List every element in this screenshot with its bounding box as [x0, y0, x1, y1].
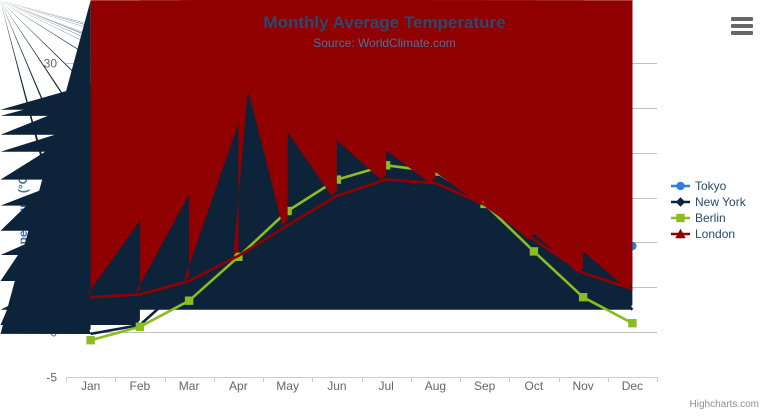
series-line-berlin	[90, 164, 634, 342]
legend-item-berlin[interactable]: Berlin	[671, 210, 746, 226]
export-menu-button[interactable]	[730, 16, 754, 36]
square-marker-icon	[184, 296, 194, 305]
legend-item-london[interactable]: London	[671, 226, 746, 242]
triangle-marker-icon	[85, 0, 298, 298]
square-marker-icon	[135, 322, 145, 331]
triangle-marker-icon	[675, 228, 686, 239]
square-marker-icon	[676, 213, 685, 223]
chart-title: Monthly Average Temperature	[263, 13, 506, 32]
legend-item-new-york[interactable]: New York	[671, 194, 746, 210]
legend-item-tokyo[interactable]: Tokyo	[671, 178, 746, 194]
triangle-marker-icon	[671, 228, 690, 239]
series-line-london	[90, 178, 633, 299]
diamond-marker-icon	[0, 0, 633, 310]
chart-subtitle: Source: WorldClimate.com	[313, 36, 456, 50]
square-marker-icon	[86, 336, 95, 345]
y-axis-tick-label: -5	[46, 371, 57, 385]
x-axis-tick-label: May	[276, 379, 299, 393]
legend-item-label: Berlin	[695, 211, 726, 225]
credits-link[interactable]: Highcharts.com	[689, 399, 759, 410]
circle-marker-icon	[676, 181, 685, 191]
x-axis-tick-label: Mar	[179, 379, 200, 393]
y-axis-tick-label: 30	[44, 57, 58, 71]
x-axis-tick-label: Jun	[327, 379, 346, 393]
circle-marker-icon	[671, 181, 690, 191]
legend-item-label: New York	[695, 195, 746, 209]
series-london[interactable]	[85, 0, 633, 299]
legend-item-label: London	[695, 227, 736, 241]
legend: Tokyo New York Berlin London	[671, 178, 746, 242]
x-axis-tick-label: Jan	[81, 379, 100, 393]
square-marker-icon	[529, 247, 539, 256]
x-axis-tick-label: Apr	[229, 379, 248, 393]
legend-item-label: Tokyo	[695, 179, 727, 193]
x-axis-tick-label: Nov	[572, 379, 593, 393]
x-axis-tick-label: Feb	[130, 379, 151, 393]
x-axis-tick-label: Oct	[525, 379, 544, 393]
x-axis-tick-label: Dec	[622, 379, 643, 393]
hamburger-icon	[731, 17, 753, 35]
square-marker-icon	[578, 293, 588, 302]
square-marker-icon	[628, 319, 637, 328]
x-axis-tick-label: Sep	[474, 379, 496, 393]
diamond-marker-icon	[671, 197, 690, 207]
x-axis-tick-label: Jul	[378, 379, 393, 393]
triangle-marker-icon	[233, 0, 256, 256]
diamond-marker-icon	[675, 197, 686, 207]
x-axis-tick-label: Aug	[425, 379, 446, 393]
square-marker-icon	[671, 213, 690, 223]
triangle-marker-icon	[289, 0, 633, 290]
